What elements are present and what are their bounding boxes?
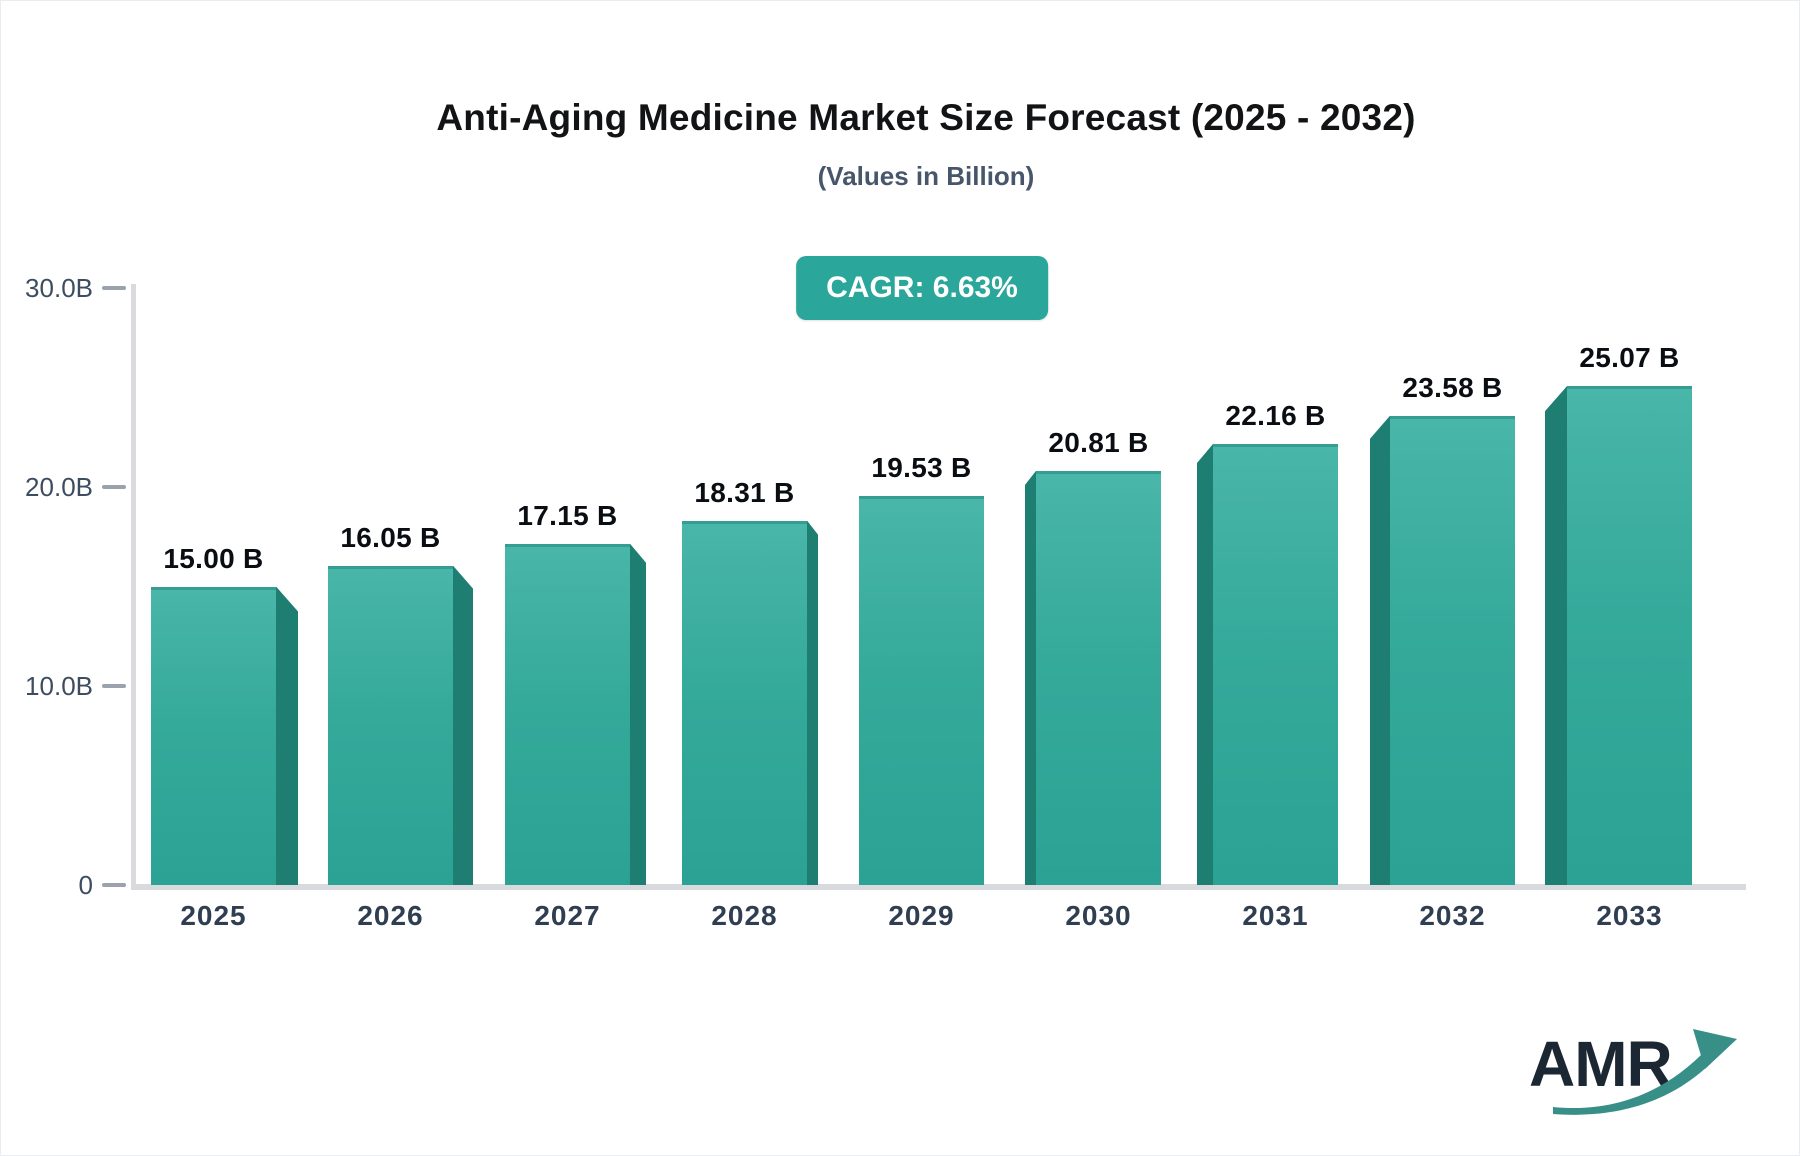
y-tick-label: 30.0B [25, 273, 93, 303]
bar-value-label: 16.05 B [340, 521, 441, 553]
x-tick-label: 2027 [534, 900, 601, 931]
bar-2028 [682, 520, 807, 885]
bar-3d-side-2028 [807, 520, 818, 885]
chart-subtitle: (Values in Billion) [817, 161, 1035, 191]
x-tick-label: 2031 [1242, 900, 1309, 931]
x-tick-label: 2029 [888, 900, 955, 931]
y-tick-mark [102, 485, 126, 489]
bar-value-label: 20.81 B [1048, 426, 1149, 458]
y-tick-mark [102, 286, 126, 290]
amr-logo-text: AMR [1529, 1028, 1673, 1100]
x-tick-label: 2028 [711, 900, 778, 931]
bar-3d-side-2025 [276, 586, 298, 885]
amr-logo: AMR [1525, 1019, 1745, 1129]
x-tick-label: 2032 [1419, 900, 1486, 931]
x-tick-label: 2025 [180, 900, 247, 931]
amr-logo-arrow-icon [1553, 1029, 1737, 1115]
bar-value-label: 23.58 B [1402, 371, 1503, 403]
bar-2030 [1036, 470, 1161, 885]
bar-3d-side-2032 [1370, 415, 1390, 885]
bar-2029 [859, 496, 984, 885]
bar-value-label: 25.07 B [1579, 342, 1680, 374]
bar-3d-side-2031 [1197, 444, 1213, 885]
bar-value-label: 22.16 B [1225, 400, 1326, 432]
bar-2032 [1390, 415, 1515, 885]
y-axis-line [131, 284, 136, 890]
bar-value-label: 15.00 B [163, 542, 264, 574]
y-tick-label: 20.0B [25, 472, 93, 502]
bar-3d-side-2033 [1545, 386, 1567, 885]
cagr-badge: CAGR: 6.63% [796, 256, 1048, 320]
bar-3d-side-2026 [453, 565, 473, 885]
x-tick-label: 2026 [357, 900, 424, 931]
bar-2033 [1567, 386, 1692, 885]
bar-2027 [505, 543, 630, 885]
bar-3d-side-2027 [630, 543, 646, 885]
bar-value-label: 17.15 B [517, 499, 618, 531]
x-tick-label: 2033 [1596, 900, 1663, 931]
y-tick-mark [102, 883, 126, 887]
bar-3d-side-2030 [1025, 470, 1036, 885]
x-tick-label: 2030 [1065, 900, 1132, 931]
x-axis-line [131, 884, 1746, 890]
y-tick-label: 0 [78, 870, 93, 900]
bar-2026 [328, 565, 453, 885]
y-tick-label: 10.0B [25, 671, 93, 701]
chart-title: Anti-Aging Medicine Market Size Forecast… [436, 97, 1416, 138]
y-tick-mark [102, 684, 126, 688]
bar-2031 [1213, 444, 1338, 885]
bar-value-label: 18.31 B [694, 476, 795, 508]
bar-2025 [151, 586, 276, 885]
bar-value-label: 19.53 B [871, 452, 972, 484]
